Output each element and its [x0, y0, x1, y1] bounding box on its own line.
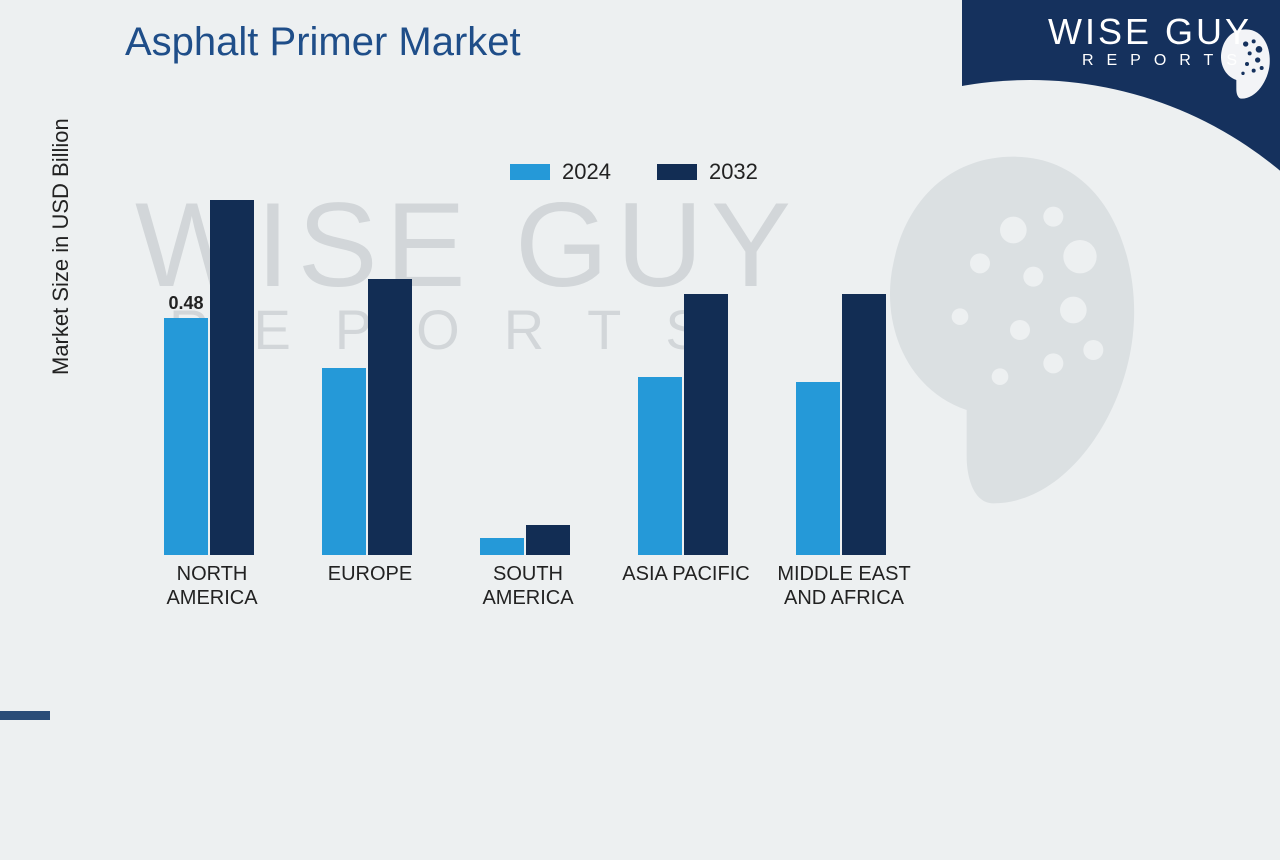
legend-item-2032: 2032 [657, 159, 758, 185]
bar [684, 294, 728, 555]
category-label: EUROPE [295, 563, 445, 587]
legend: 2024 2032 [510, 155, 850, 189]
bar [842, 294, 886, 555]
bar [164, 318, 208, 555]
legend-item-2024: 2024 [510, 159, 611, 185]
category-label: ASIA PACIFIC [611, 563, 761, 587]
legend-swatch-2024 [510, 164, 550, 180]
bar-group: EUROPE [320, 185, 420, 555]
bar [480, 538, 524, 555]
bar [526, 525, 570, 555]
bar [368, 279, 412, 555]
category-label: MIDDLE EAST AND AFRICA [769, 563, 919, 610]
page-title: Asphalt Primer Market [125, 20, 521, 65]
bar [210, 200, 254, 555]
bar [796, 382, 840, 555]
brand-sub: REPORTS [1048, 52, 1252, 70]
y-axis-label: Market Size in USD Billion [48, 118, 74, 375]
bar-group: 0.48NORTH AMERICA [162, 185, 262, 555]
bar-group: MIDDLE EAST AND AFRICA [794, 185, 894, 555]
bottom-accent-bar [0, 711, 50, 720]
chart-area: Market Size in USD Billion 2024 2032 0.4… [60, 155, 980, 695]
bar-group: SOUTH AMERICA [478, 185, 578, 555]
legend-label-2032: 2032 [709, 159, 758, 185]
category-label: NORTH AMERICA [137, 563, 287, 610]
category-label: SOUTH AMERICA [453, 563, 603, 610]
bar-group: ASIA PACIFIC [636, 185, 736, 555]
legend-swatch-2032 [657, 164, 697, 180]
brand-logo: WISE GUY REPORTS [1048, 14, 1252, 70]
legend-label-2024: 2024 [562, 159, 611, 185]
bar-value-label: 0.48 [156, 293, 216, 314]
plot-region: 0.48NORTH AMERICA EUROPE SOUTH AMERICA ASIA… [140, 185, 980, 555]
bar [638, 377, 682, 555]
brand-name: WISE GUY [1048, 14, 1252, 50]
bar [322, 368, 366, 555]
